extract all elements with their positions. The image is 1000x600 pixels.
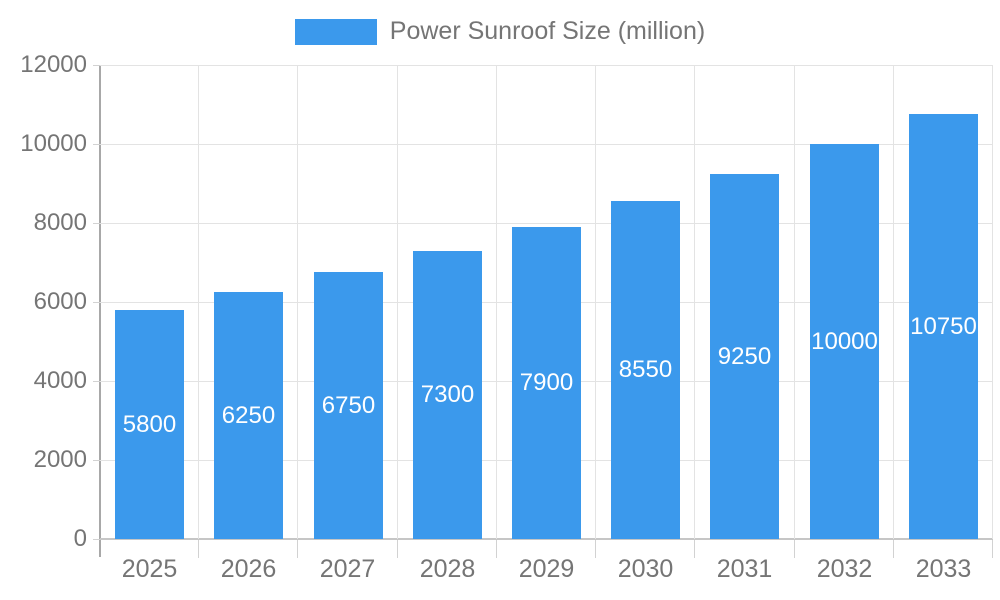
bar[interactable]: 7300 (413, 251, 482, 539)
x-gridline (595, 65, 596, 539)
x-axis-label: 2027 (319, 555, 376, 583)
x-gridline (297, 65, 298, 539)
x-axis-tick (496, 540, 497, 558)
bar-value-label: 10000 (811, 327, 878, 355)
x-axis-label: 2031 (716, 555, 773, 583)
x-axis-tick (992, 540, 993, 558)
bar[interactable]: 9250 (710, 174, 779, 539)
x-gridline (893, 65, 894, 539)
y-axis-label: 12000 (20, 51, 87, 78)
x-axis-tick (694, 540, 695, 558)
bar[interactable]: 6250 (214, 292, 283, 539)
x-axis-tick (397, 540, 398, 558)
x-axis-label: 2033 (915, 555, 972, 583)
bar-value-label: 6250 (221, 401, 276, 429)
bar-value-label: 9250 (717, 342, 772, 370)
y-axis-line (99, 65, 101, 557)
x-gridline (397, 65, 398, 539)
x-gridline (496, 65, 497, 539)
y-axis-tick (93, 144, 100, 145)
bar-value-label: 8550 (618, 356, 673, 383)
x-gridline (794, 65, 795, 539)
y-axis-tick (93, 460, 100, 461)
y-axis-label: 10000 (20, 130, 87, 157)
legend-swatch (294, 18, 377, 45)
x-axis-label: 2028 (419, 555, 476, 583)
bar-value-label: 6750 (321, 391, 376, 419)
x-axis-tick (198, 540, 199, 558)
y-axis-label: 8000 (33, 209, 87, 236)
x-axis-tick (893, 540, 894, 558)
bar[interactable]: 8550 (611, 201, 680, 539)
y-axis-label: 6000 (33, 288, 87, 315)
bar-value-label: 5800 (122, 410, 177, 438)
y-gridline (100, 144, 993, 145)
bar-value-label: 10750 (910, 312, 977, 340)
y-axis-tick (93, 302, 100, 303)
x-axis-tick (595, 540, 596, 558)
x-gridline (992, 65, 993, 539)
y-axis-label: 0 (73, 525, 87, 552)
y-axis-tick (93, 65, 100, 66)
x-axis-label: 2029 (518, 555, 575, 583)
y-axis-tick (93, 381, 100, 382)
legend-label: Power Sunroof Size (million) (389, 17, 706, 45)
x-axis-label: 2025 (121, 555, 178, 583)
x-axis-label: 2030 (617, 555, 674, 583)
bar-value-label: 7300 (420, 381, 475, 408)
x-axis-label: 2032 (816, 555, 873, 583)
x-axis-tick (297, 540, 298, 558)
y-gridline (100, 223, 993, 224)
bar[interactable]: 10750 (909, 114, 978, 539)
y-gridline (100, 538, 993, 540)
x-axis-tick (794, 540, 795, 558)
y-axis-tick (93, 539, 100, 540)
y-axis-tick (93, 223, 100, 224)
bar[interactable]: 5800 (115, 310, 184, 539)
x-axis-label: 2026 (220, 555, 277, 583)
y-axis-label: 4000 (33, 367, 87, 394)
y-gridline (100, 65, 993, 66)
bar[interactable]: 10000 (810, 144, 879, 539)
x-gridline (198, 65, 199, 539)
plot-area: 5800 6250 6750 7300 7900 8550 9250 10000 10750 (100, 65, 993, 540)
bar[interactable]: 7900 (512, 227, 581, 539)
x-gridline (694, 65, 695, 539)
y-axis-label: 2000 (33, 446, 87, 473)
legend[interactable]: Power Sunroof Size (million) (0, 17, 1000, 46)
bar-value-label: 7900 (519, 369, 574, 396)
bar[interactable]: 6750 (314, 272, 383, 539)
